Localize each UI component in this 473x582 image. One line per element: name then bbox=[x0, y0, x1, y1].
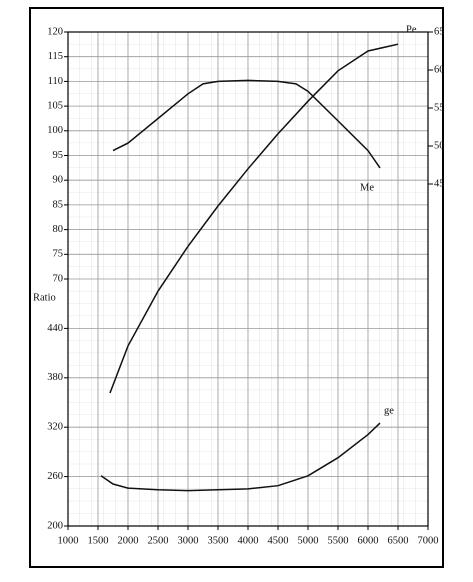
y-tick-label: 105 bbox=[47, 101, 63, 112]
y-tick-label: 75 bbox=[53, 249, 64, 260]
curve-label: Pe bbox=[406, 25, 417, 36]
y-tick-label: 85 bbox=[53, 199, 64, 210]
curve bbox=[109, 43, 399, 394]
y-tick-label: 100 bbox=[47, 125, 63, 136]
y-tick-label: 320 bbox=[47, 422, 63, 433]
x-tick-label: 2000 bbox=[118, 535, 139, 546]
y-tick-label: 115 bbox=[48, 51, 63, 62]
y-tick-label: 95 bbox=[53, 150, 64, 161]
x-tick-label: 5000 bbox=[298, 535, 319, 546]
curve bbox=[100, 422, 381, 492]
x-tick-label: 1000 bbox=[58, 535, 79, 546]
y-tick-label: 90 bbox=[53, 175, 64, 186]
y-tick-label: 380 bbox=[47, 372, 63, 383]
x-tick-label: 6000 bbox=[358, 535, 379, 546]
curve-label: ge bbox=[384, 405, 394, 416]
y-tick-label: 120 bbox=[47, 26, 63, 37]
x-tick-label: 5500 bbox=[328, 535, 349, 546]
y-tick-label: 200 bbox=[47, 520, 63, 531]
plot-frame bbox=[67, 31, 429, 527]
y2-tick-label: 45 bbox=[434, 178, 445, 189]
x-tick-label: 6500 bbox=[388, 535, 409, 546]
x-tick-label: 4000 bbox=[238, 535, 259, 546]
x-tick-label: 4500 bbox=[268, 535, 289, 546]
y2-tick-label: 55 bbox=[434, 102, 445, 113]
curve-label: Me bbox=[360, 182, 374, 193]
y-tick-label: 440 bbox=[47, 323, 63, 334]
x-tick-label: 7000 bbox=[418, 535, 439, 546]
y-tick-label: 80 bbox=[53, 224, 64, 235]
y2-tick-label: 65 bbox=[434, 26, 445, 37]
x-tick-label: 3000 bbox=[178, 535, 199, 546]
y2-tick-label: 50 bbox=[434, 140, 445, 151]
y-axis-label: Ratio bbox=[33, 292, 56, 303]
x-tick-label: 1500 bbox=[88, 535, 109, 546]
y2-tick-label: 60 bbox=[434, 64, 445, 75]
y-tick-label: 70 bbox=[53, 273, 64, 284]
x-tick-label: 3500 bbox=[208, 535, 229, 546]
y-tick-label: 110 bbox=[48, 76, 63, 87]
y-tick-label: 260 bbox=[47, 471, 63, 482]
x-tick-label: 2500 bbox=[148, 535, 169, 546]
curve bbox=[112, 79, 381, 169]
